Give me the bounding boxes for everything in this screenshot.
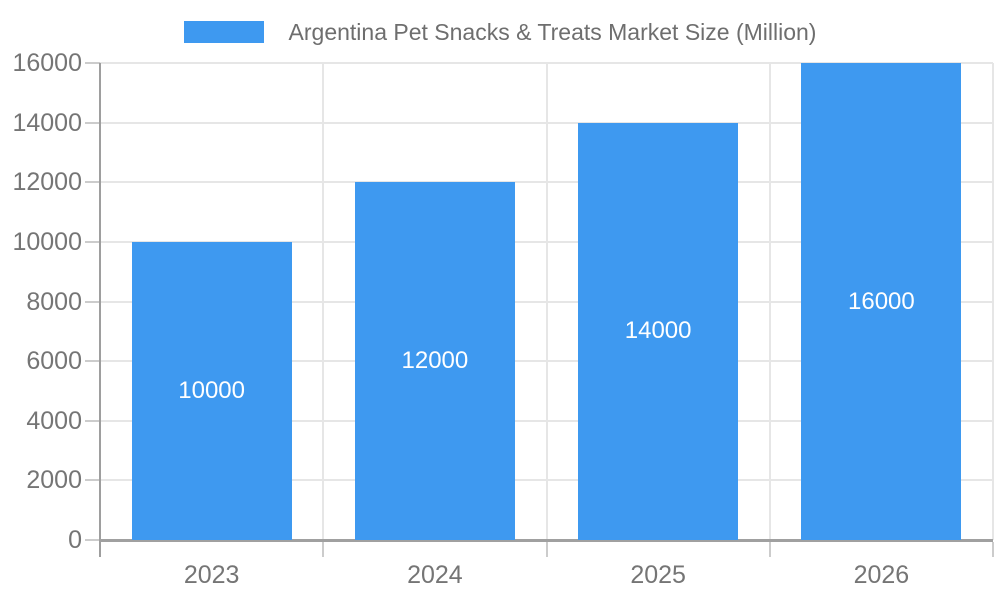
x-axis-line xyxy=(100,539,993,542)
y-axis-tick xyxy=(85,62,100,64)
gridline-vertical xyxy=(768,63,771,540)
x-axis-tick xyxy=(992,542,994,557)
y-axis-tick xyxy=(85,121,100,124)
y-axis-tick-label: 10000 xyxy=(12,227,82,256)
y-axis-tick-label: 14000 xyxy=(12,108,82,137)
y-axis-tick-label: 0 xyxy=(68,526,82,554)
y-axis-tick-label: 4000 xyxy=(26,406,82,435)
y-axis-tick xyxy=(85,181,100,184)
y-axis-tick-label: 6000 xyxy=(26,347,82,376)
legend[interactable]: Argentina Pet Snacks & Treats Market Siz… xyxy=(0,16,1000,48)
bar-value-label: 14000 xyxy=(624,317,692,345)
x-axis-tick xyxy=(322,542,325,557)
y-axis-tick-label: 8000 xyxy=(26,287,82,316)
bar-value-label: 12000 xyxy=(401,347,469,375)
y-axis-tick xyxy=(85,419,100,422)
bar-value-label: 10000 xyxy=(178,376,245,404)
y-axis-line xyxy=(99,63,101,557)
bar-value-label: 16000 xyxy=(848,287,915,315)
y-axis-tick-label: 2000 xyxy=(26,466,82,495)
bar-2026[interactable] xyxy=(801,63,962,540)
bar-2025[interactable] xyxy=(578,122,739,540)
legend-label[interactable]: Argentina Pet Snacks & Treats Market Siz… xyxy=(288,18,817,45)
y-axis-tick-label: 16000 xyxy=(12,49,82,77)
gridline-vertical xyxy=(992,63,994,540)
y-axis-tick xyxy=(85,300,100,303)
x-axis-tick-label: 2023 xyxy=(183,561,240,589)
y-axis-tick-label: 12000 xyxy=(12,168,82,197)
y-axis-tick xyxy=(85,479,100,482)
x-axis-tick xyxy=(545,542,548,557)
bar-2023[interactable] xyxy=(131,241,292,540)
y-axis-tick xyxy=(85,240,100,243)
y-axis-tick xyxy=(85,360,100,363)
y-axis-tick xyxy=(85,539,100,541)
x-axis-tick xyxy=(768,542,771,557)
x-axis-tick-label: 2026 xyxy=(853,561,910,589)
x-axis-tick-label: 2024 xyxy=(407,561,463,589)
legend-swatch[interactable] xyxy=(183,21,264,43)
bar-2024[interactable] xyxy=(354,182,515,540)
gridline-vertical xyxy=(545,63,548,540)
gridline-vertical xyxy=(322,63,325,540)
x-axis-tick-label: 2025 xyxy=(630,561,686,589)
